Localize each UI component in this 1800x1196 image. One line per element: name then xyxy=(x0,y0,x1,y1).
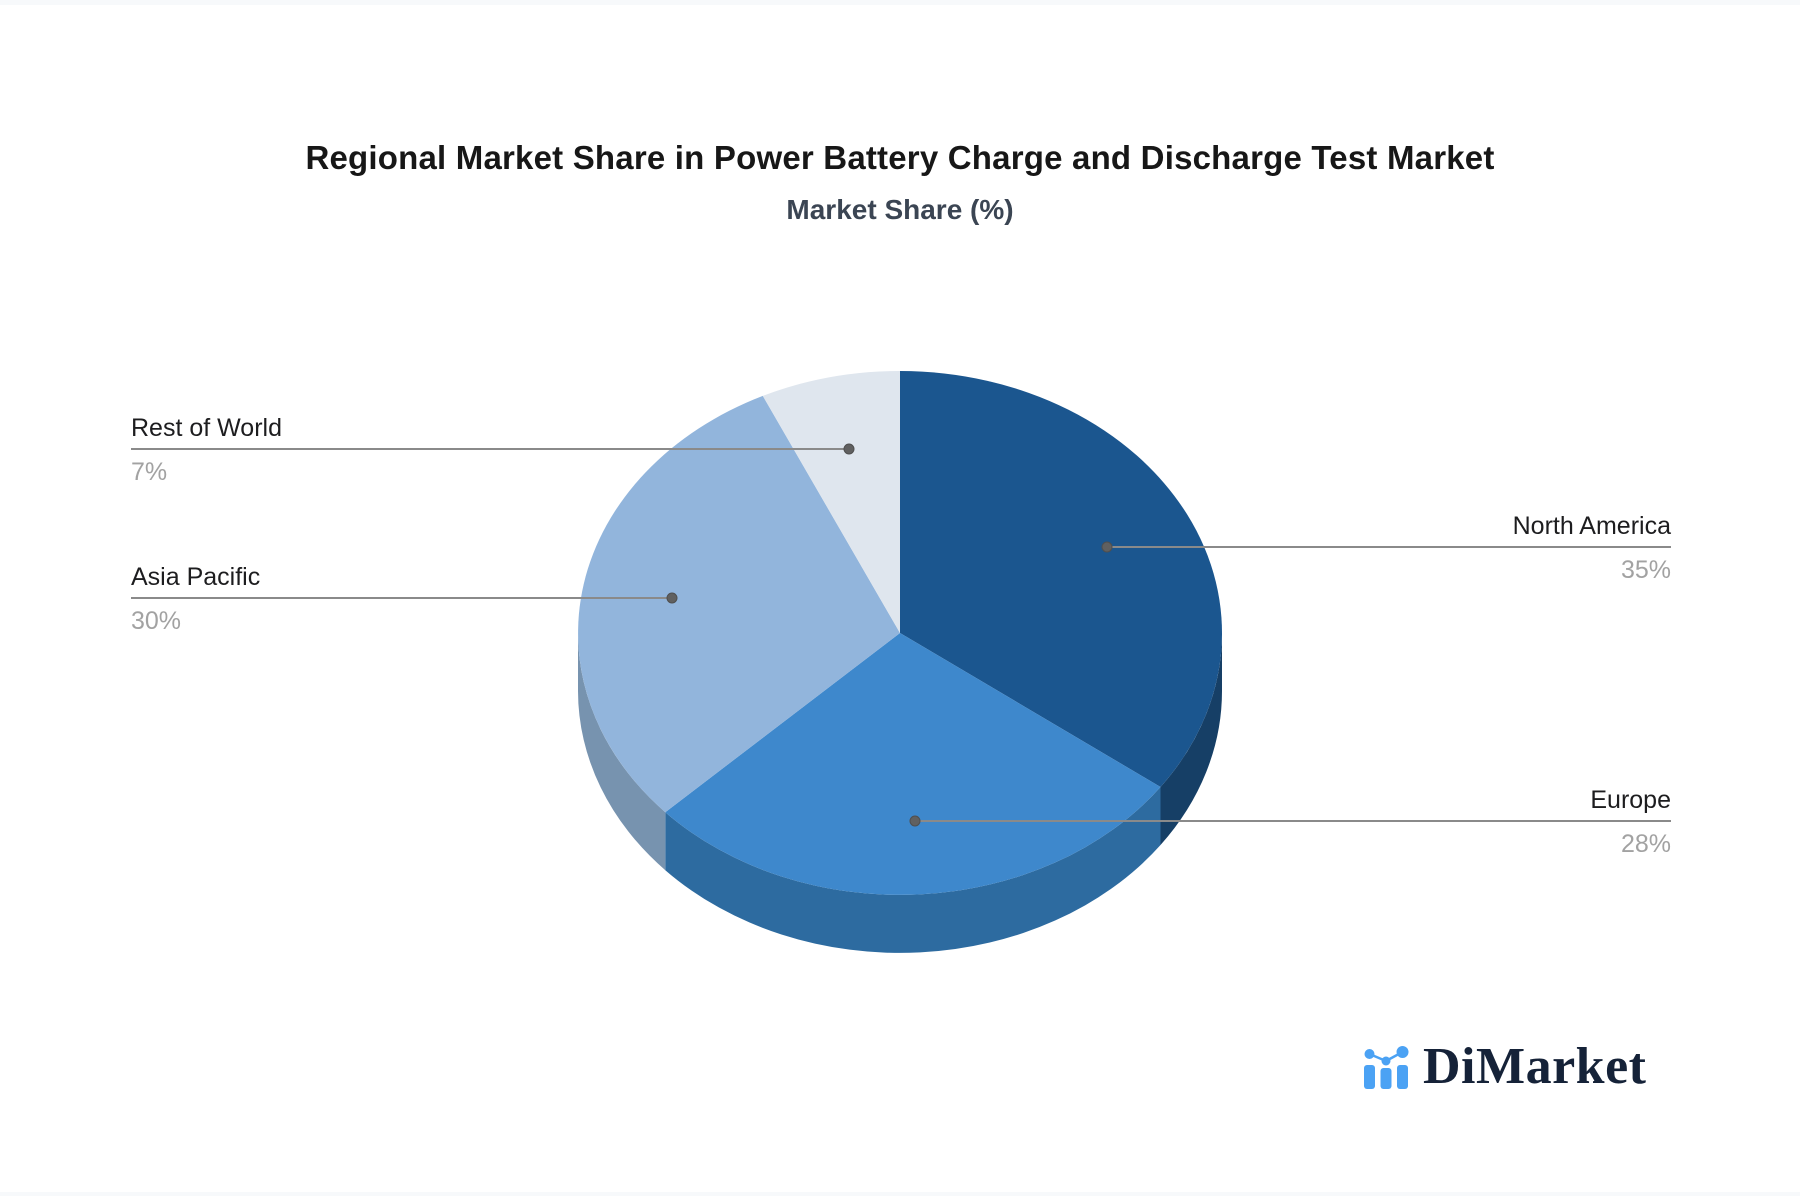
pie-side-north-america xyxy=(1160,633,1222,845)
pie-slice-europe[interactable] xyxy=(665,633,1161,895)
label-north-america-name: North America xyxy=(1512,512,1671,540)
pie-slice-rest-of-world[interactable] xyxy=(762,370,900,633)
pie-side-europe xyxy=(665,787,1161,953)
value-europe-pct: 28% xyxy=(1620,830,1671,858)
value-north-america: 35% xyxy=(1621,555,1671,585)
leader-dot-rest-of-world xyxy=(843,443,855,455)
label-north-america: North America xyxy=(1513,511,1671,541)
label-asia-pacific-name: Asia Pacific xyxy=(131,563,261,591)
label-rest-of-world-name: Rest of World xyxy=(131,414,282,442)
chart-title: Regional Market Share in Power Battery C… xyxy=(305,139,1495,176)
bar-line-chart-icon xyxy=(1364,1046,1409,1089)
value-rest-of-world-pct: 7% xyxy=(131,458,168,486)
pie-slice-asia-pacific[interactable] xyxy=(578,395,900,813)
brand-logo-text: DiMarket xyxy=(1423,1038,1647,1095)
value-europe: 28% xyxy=(1621,829,1671,859)
value-rest-of-world: 7% xyxy=(131,457,167,487)
leader-dot-europe xyxy=(909,815,921,827)
pie-side-asia-pacific xyxy=(578,633,666,871)
label-asia-pacific: Asia Pacific xyxy=(131,562,260,592)
label-rest-of-world: Rest of World xyxy=(131,413,282,443)
leader-dot-asia-pacific xyxy=(666,592,678,604)
page-edge-top xyxy=(0,0,1800,5)
label-europe-name: Europe xyxy=(1590,786,1671,814)
value-north-america-pct: 35% xyxy=(1620,556,1671,584)
brand-logo[interactable]: DiMarket xyxy=(1362,1038,1646,1096)
value-asia-pacific: 30% xyxy=(131,606,181,636)
chart-subtitle: Market Share (%) xyxy=(786,194,1014,225)
label-europe: Europe xyxy=(1590,785,1671,815)
pie-slice-north-america[interactable] xyxy=(900,371,1222,787)
leader-dot-north-america xyxy=(1101,541,1113,553)
value-asia-pacific-pct: 30% xyxy=(131,607,182,635)
page-edge-bottom xyxy=(0,1192,1800,1196)
